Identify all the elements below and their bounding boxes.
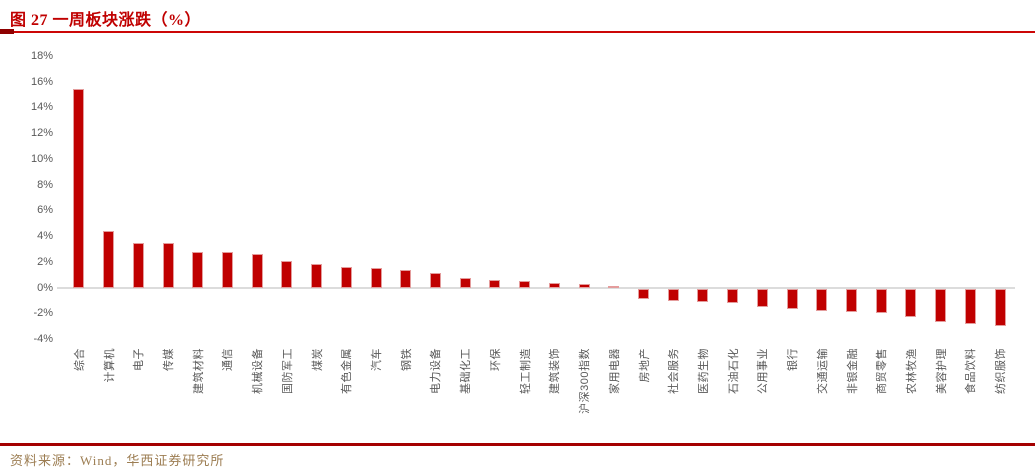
bar-传媒 xyxy=(162,242,174,288)
bar-电力设备 xyxy=(429,273,441,288)
x-axis-label: 综合 xyxy=(73,348,86,371)
y-axis-tick-label: 16% xyxy=(30,75,53,88)
bar-商贸零售 xyxy=(875,288,887,313)
x-axis-label: 建筑材料 xyxy=(192,348,205,394)
bar-国防军工 xyxy=(281,260,293,288)
bar-美容护理 xyxy=(935,288,947,322)
y-axis-tick-label: 0% xyxy=(37,281,53,294)
x-axis-label: 煤炭 xyxy=(311,348,324,371)
y-axis-tick-label: -4% xyxy=(33,333,53,345)
y-axis-tick-label: 12% xyxy=(30,127,53,140)
x-axis-label: 食品饮料 xyxy=(965,348,978,394)
bar-计算机 xyxy=(103,230,115,288)
bar-医药生物 xyxy=(697,288,709,303)
x-axis-label: 汽车 xyxy=(371,348,384,371)
bar-食品饮料 xyxy=(964,288,976,324)
x-axis-label: 公用事业 xyxy=(757,348,770,394)
y-axis-tick-label: 4% xyxy=(37,230,53,243)
bar-社会服务 xyxy=(667,288,679,301)
x-axis-label: 环保 xyxy=(489,348,502,371)
y-axis-tick-label: 8% xyxy=(37,178,53,191)
x-axis-label: 通信 xyxy=(222,348,235,371)
bar-非银金融 xyxy=(846,288,858,312)
bar-建筑材料 xyxy=(192,251,204,288)
x-axis-label: 家用电器 xyxy=(608,348,621,394)
sector-weekly-change-bar-chart: 18% 16% 14% 12% 10% 8% 6% 4% 2% 0% -2% -4% 综合 计算机 电子 传媒… xyxy=(0,40,1035,440)
source-rule xyxy=(0,443,1035,446)
x-axis-label: 商贸零售 xyxy=(876,348,889,394)
title-rule-notch xyxy=(0,29,14,34)
x-axis-label: 银行 xyxy=(787,348,800,371)
x-axis-zero-line xyxy=(57,286,1015,289)
x-axis-label: 基础化工 xyxy=(460,348,473,394)
y-axis-tick-label: 2% xyxy=(37,255,53,268)
x-axis-label: 社会服务 xyxy=(668,348,681,394)
x-axis-label: 纺织服饰 xyxy=(995,348,1008,394)
bar-家用电器 xyxy=(608,286,620,289)
bar-农林牧渔 xyxy=(905,288,917,318)
x-axis-label: 非银金融 xyxy=(846,348,859,394)
x-axis-label: 建筑装饰 xyxy=(549,348,562,394)
x-axis-label: 石油石化 xyxy=(727,348,740,394)
bar-综合 xyxy=(73,89,85,288)
x-axis-label: 钢铁 xyxy=(400,348,413,371)
x-axis-label: 美容护理 xyxy=(935,348,948,394)
bar-房地产 xyxy=(638,288,650,299)
bar-电子 xyxy=(132,242,144,288)
x-axis-label: 农林牧渔 xyxy=(905,348,918,394)
bar-钢铁 xyxy=(400,269,412,288)
figure-title: 图 27 一周板块涨跌（%） xyxy=(10,12,202,29)
y-axis-tick-label: -2% xyxy=(33,307,53,320)
bar-纺织服饰 xyxy=(994,288,1006,326)
y-axis-tick-label: 6% xyxy=(37,204,53,217)
x-axis-label: 电力设备 xyxy=(430,348,443,394)
y-axis-tick-label: 18% xyxy=(30,50,53,62)
bar-建筑装饰 xyxy=(548,283,560,288)
bar-石油石化 xyxy=(727,288,739,303)
y-axis-tick-label: 14% xyxy=(30,101,53,114)
x-axis-label: 电子 xyxy=(133,348,146,371)
bar-机械设备 xyxy=(251,254,263,288)
bar-基础化工 xyxy=(459,277,471,288)
x-axis-label: 国防军工 xyxy=(281,348,294,394)
x-axis-label: 计算机 xyxy=(103,348,116,383)
x-axis-label: 轻工制造 xyxy=(519,348,532,394)
bar-汽车 xyxy=(370,268,382,288)
bar-煤炭 xyxy=(311,264,323,288)
bar-公用事业 xyxy=(756,288,768,308)
title-rule xyxy=(0,29,1035,34)
bar-环保 xyxy=(489,279,501,288)
x-axis-label: 机械设备 xyxy=(252,348,265,394)
bar-银行 xyxy=(786,288,798,310)
bar-交通运输 xyxy=(816,288,828,312)
x-axis-label: 传媒 xyxy=(163,348,176,371)
x-axis-label: 交通运输 xyxy=(816,348,829,394)
bar-有色金属 xyxy=(340,266,352,288)
source-text: 资料来源：Wind，华西证券研究所 xyxy=(10,453,225,468)
y-axis-tick-label: 10% xyxy=(30,152,53,165)
bar-沪深300指数 xyxy=(578,283,590,288)
x-axis-label: 沪深300指数 xyxy=(579,348,592,414)
x-axis-label: 有色金属 xyxy=(341,348,354,394)
bar-通信 xyxy=(221,251,233,288)
x-axis-label: 房地产 xyxy=(638,348,651,383)
x-axis-label: 医药生物 xyxy=(697,348,710,394)
bar-轻工制造 xyxy=(519,281,531,288)
